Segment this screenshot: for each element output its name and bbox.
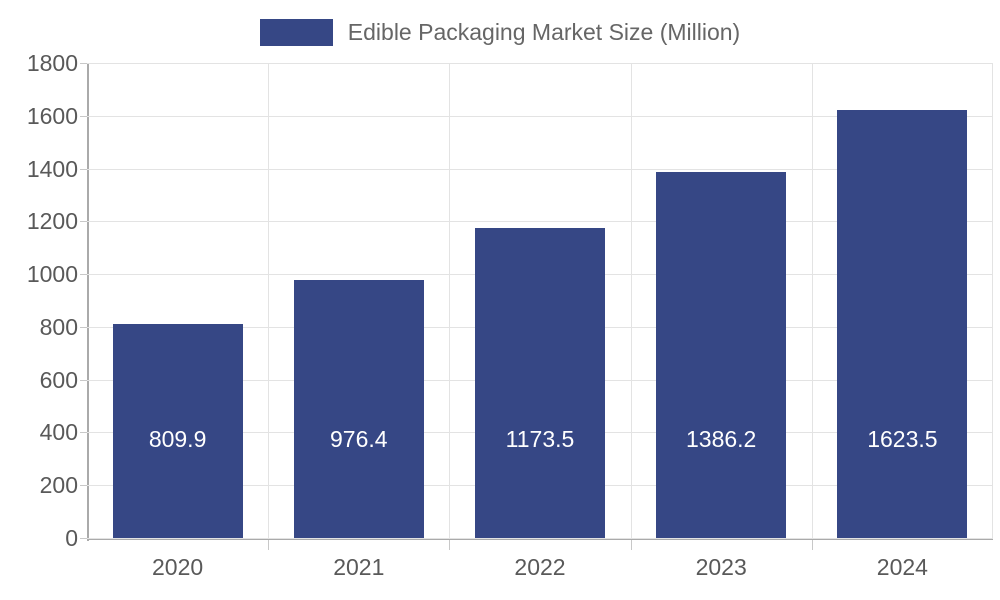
- x-axis-tick-mark: [631, 540, 632, 550]
- x-axis-tick-mark: [449, 540, 450, 550]
- chart-legend: Edible Packaging Market Size (Million): [0, 10, 1000, 54]
- gridline-horizontal: [87, 538, 993, 539]
- legend-swatch-icon: [259, 18, 333, 46]
- y-axis-tick-mark: [80, 274, 87, 276]
- y-axis-tick-mark: [80, 485, 87, 487]
- y-axis-line: [87, 63, 89, 541]
- legend-item-edible-packaging[interactable]: Edible Packaging Market Size (Million): [259, 18, 741, 46]
- bar[interactable]: [656, 172, 787, 538]
- bar[interactable]: [112, 324, 243, 538]
- y-axis-tick-label: 1200: [26, 208, 78, 235]
- x-axis-tick-mark: [812, 540, 813, 550]
- legend-item-label: Edible Packaging Market Size (Million): [347, 18, 741, 45]
- y-axis-tick-mark: [80, 168, 87, 170]
- gridline-horizontal: [87, 221, 993, 223]
- y-axis-tick-label: 800: [39, 313, 78, 340]
- y-axis-tick-label: 200: [39, 472, 78, 499]
- y-axis-tick-label: 1000: [26, 261, 78, 288]
- bar[interactable]: [293, 280, 424, 538]
- y-axis-tick-mark: [80, 326, 87, 328]
- x-axis-tick-mark: [268, 540, 269, 550]
- y-axis-tick-label: 0: [65, 525, 78, 551]
- y-axis-tick-mark: [80, 115, 87, 117]
- x-axis-tick-label: 2023: [695, 554, 747, 580]
- x-axis-tick-label: 2021: [333, 554, 385, 580]
- gridline-vertical: [449, 63, 450, 538]
- bar[interactable]: [475, 228, 605, 538]
- y-axis-tick-label: 1800: [26, 50, 78, 76]
- x-axis-line: [87, 538, 993, 540]
- y-axis-tick-label: 1400: [26, 155, 78, 182]
- y-axis-tick-mark: [80, 379, 87, 381]
- bar[interactable]: [837, 109, 968, 538]
- x-axis-tick-label: 2024: [876, 554, 928, 580]
- gridline-vertical: [812, 63, 813, 538]
- gridline-horizontal: [87, 63, 993, 64]
- y-axis-tick-label: 600: [39, 366, 78, 393]
- x-axis-tick-label: 2022: [514, 554, 566, 580]
- y-axis-tick-mark: [80, 63, 87, 64]
- gridline-horizontal: [87, 168, 993, 170]
- y-axis-tick-mark: [80, 538, 87, 539]
- y-axis-tick-mark: [80, 221, 87, 223]
- gridline-vertical: [631, 63, 632, 538]
- x-axis-tick-label: 2020: [152, 554, 204, 580]
- plot-right-border: [992, 63, 993, 538]
- y-axis-tick-mark: [80, 432, 87, 434]
- gridline-horizontal: [87, 115, 993, 117]
- y-axis-tick-label: 400: [39, 419, 78, 446]
- plot-area: 809.9 976.4 1173.5 1386.2 1623.5: [87, 63, 993, 539]
- gridline-vertical: [268, 63, 269, 538]
- y-axis-tick-label: 1600: [26, 102, 78, 129]
